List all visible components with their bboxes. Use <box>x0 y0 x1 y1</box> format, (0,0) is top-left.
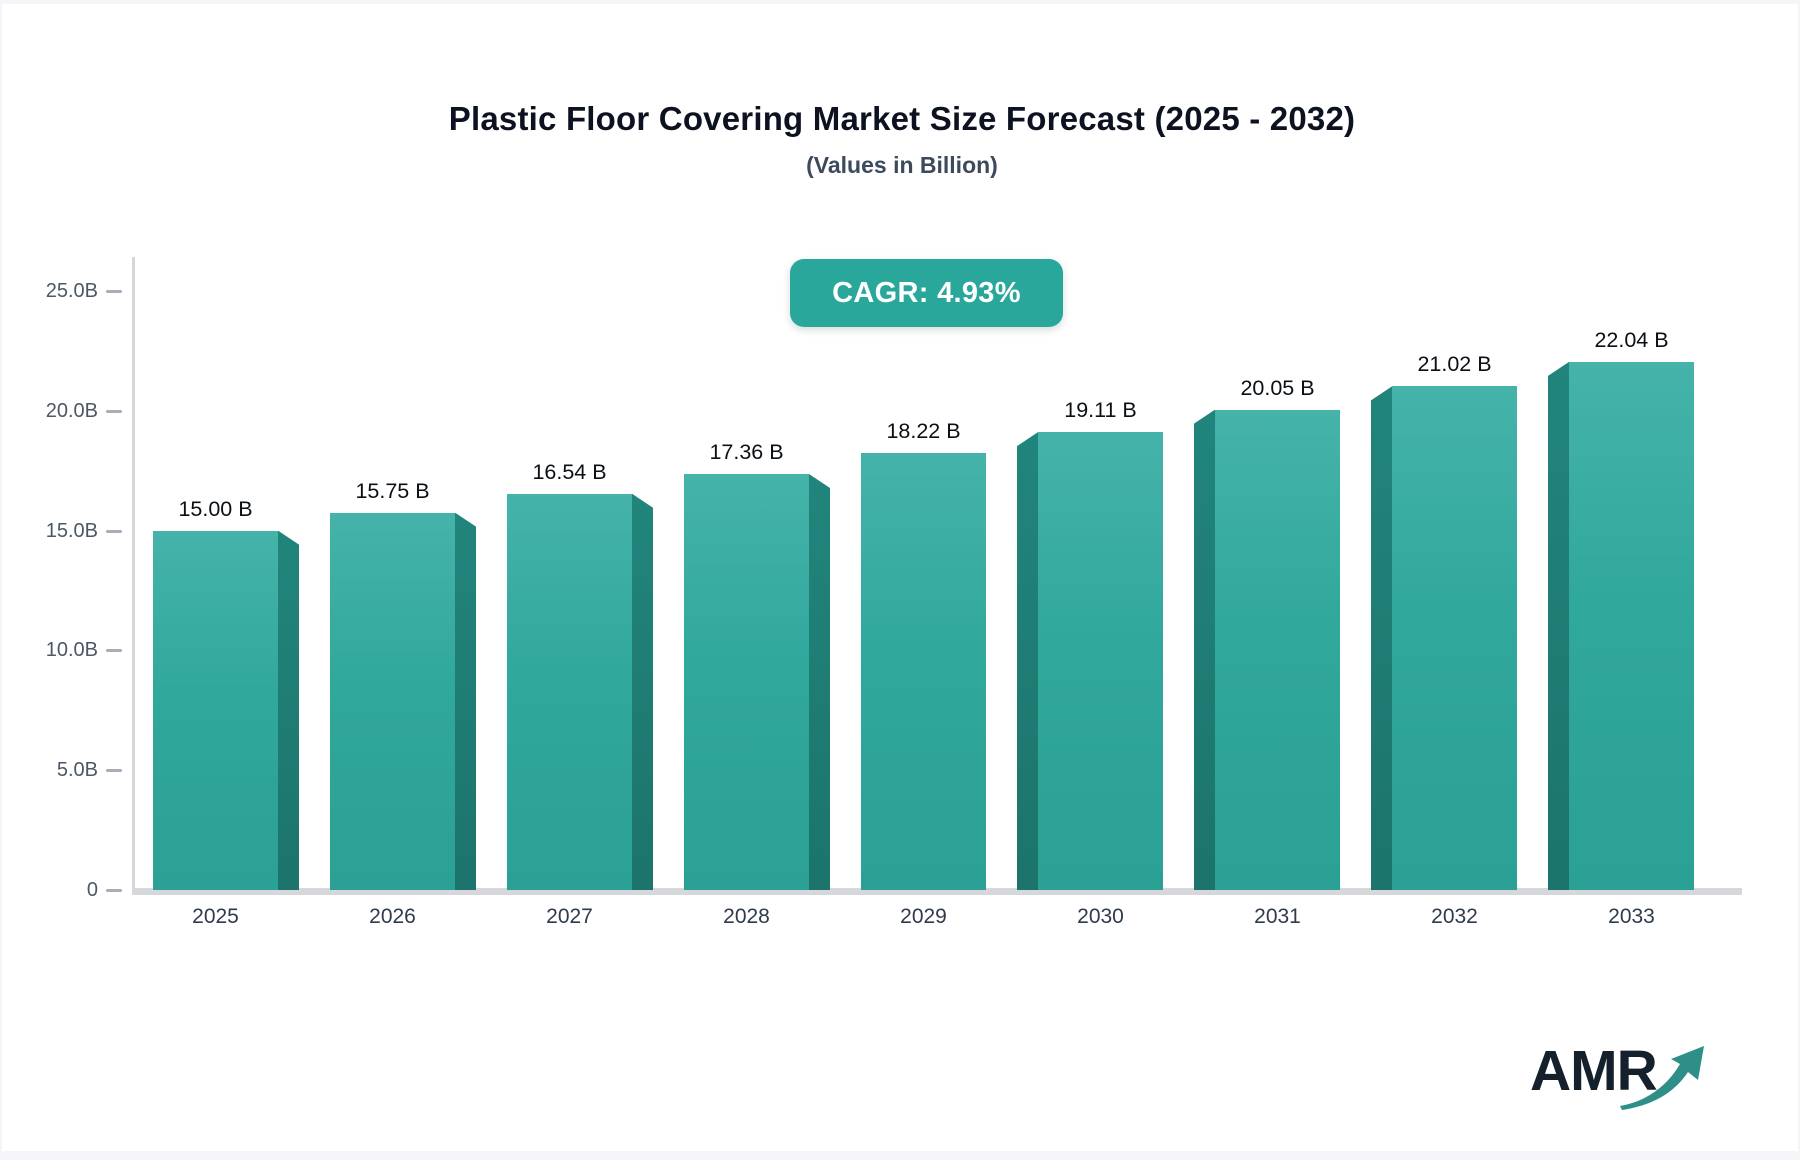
x-tick-label: 2027 <box>546 905 593 928</box>
bar-side <box>632 493 653 890</box>
bar <box>1392 386 1517 890</box>
y-tick-dash <box>106 889 122 892</box>
y-tick-dash <box>106 290 122 293</box>
y-tick-dash <box>106 769 122 773</box>
y-axis-line <box>132 257 135 895</box>
x-tick-label: 2033 <box>1608 905 1655 928</box>
x-tick-label: 2026 <box>369 905 416 928</box>
bar-value-label: 15.75 B <box>355 478 430 503</box>
y-tick-label: 5.0B <box>56 759 98 782</box>
x-tick-label: 2031 <box>1254 905 1301 928</box>
y-tick-label: 20.0B <box>45 399 98 422</box>
bar <box>507 493 632 890</box>
x-tick-label: 2030 <box>1077 905 1124 928</box>
y-tick-dash <box>106 649 122 653</box>
y-tick-dash <box>106 409 122 413</box>
x-tick-label: 2029 <box>900 905 947 928</box>
bar-value-label: 19.11 B <box>1064 398 1137 423</box>
bar-side <box>1017 432 1038 890</box>
bar <box>1215 409 1340 890</box>
bar-value-label: 20.05 B <box>1240 375 1315 400</box>
bar <box>1569 361 1694 890</box>
y-tick-label: 10.0B <box>45 639 98 662</box>
growth-arrow-icon <box>1620 1046 1704 1110</box>
x-tick-label: 2032 <box>1431 905 1478 928</box>
bar <box>1038 432 1163 890</box>
bar-value-label: 18.22 B <box>886 419 961 444</box>
y-tick-label: 15.0B <box>45 519 98 542</box>
bar-side <box>278 530 299 890</box>
bar <box>684 474 809 890</box>
bar-value-label: 22.04 B <box>1594 327 1669 352</box>
y-tick-label: 25.0B <box>45 280 98 302</box>
bar-side <box>455 512 476 890</box>
bar-side <box>1548 361 1569 890</box>
chart-card: Plastic Floor Covering Market Size Forec… <box>2 4 1798 1151</box>
amr-logo: AMR <box>1530 1038 1730 1118</box>
growth-arrow-path <box>1620 1046 1704 1110</box>
y-tick-dash <box>106 529 122 533</box>
bar <box>153 530 278 890</box>
y-tick-label: 0 <box>86 879 98 901</box>
cagr-badge-label: CAGR: 4.93% <box>832 276 1021 309</box>
bar-chart: 25.0B 20.0B 15.0B 10.0B 5.0B 0 15.00 B 2025 15.7… <box>2 4 1800 1160</box>
chart-title: Plastic Floor Covering Market Size Forec… <box>448 100 1356 137</box>
x-axis-floor <box>132 888 1742 895</box>
bar-side <box>1194 409 1215 890</box>
amr-logo-text: AMR <box>1530 1039 1658 1103</box>
cagr-badge: CAGR: 4.93% <box>790 259 1063 327</box>
bar-side <box>1371 386 1392 890</box>
bar <box>330 512 455 890</box>
bar-value-label: 16.54 B <box>532 459 607 484</box>
chart-subtitle: (Values in Billion) <box>806 152 998 178</box>
bar-value-label: 17.36 B <box>709 440 784 465</box>
x-tick-label: 2025 <box>192 905 239 928</box>
bar-value-label: 15.00 B <box>178 496 253 521</box>
x-tick-label: 2028 <box>723 905 770 928</box>
bar-side <box>809 474 830 890</box>
bar <box>861 453 986 890</box>
bar-value-label: 21.02 B <box>1417 352 1492 377</box>
